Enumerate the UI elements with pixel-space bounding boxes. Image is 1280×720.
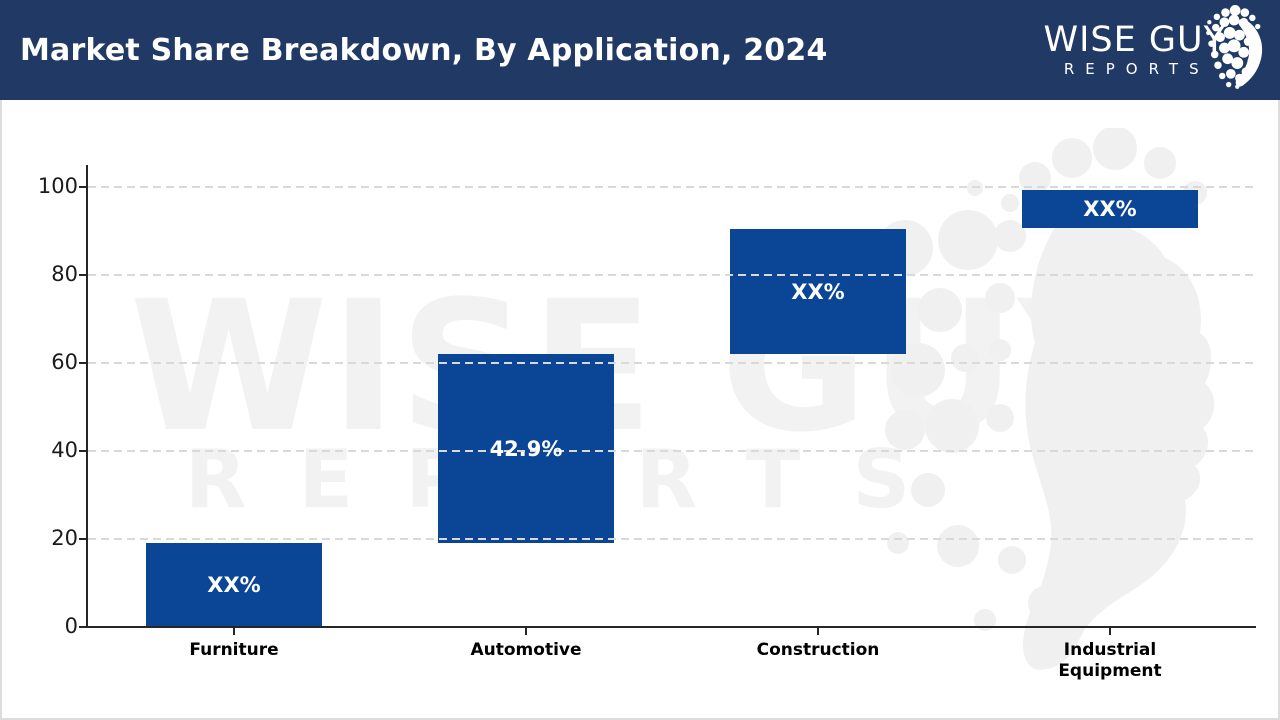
gridline-40 (88, 450, 1256, 452)
bar-industrial-equipment (1022, 189, 1198, 228)
x-category-label-furniture: Furniture (189, 640, 279, 660)
gridline-60 (88, 362, 1256, 364)
y-tick-mark-60 (79, 362, 88, 364)
logo-head-icon (1206, 5, 1263, 89)
y-tick-label-40: 40 (51, 438, 78, 462)
bar-automotive (438, 354, 614, 543)
logo-wordmark: WISE GUY (1043, 20, 1226, 60)
gridline-80 (88, 274, 1256, 276)
y-tick-label-0: 0 (64, 614, 78, 638)
y-tick-label-80: 80 (51, 262, 78, 286)
header-bar: Market Share Breakdown, By Application, … (0, 0, 1280, 100)
bar-construction (730, 229, 906, 355)
x-tick-mark-industrial-equipment (1109, 628, 1111, 635)
logo-subtext: REPORTS (1063, 60, 1210, 78)
watermark-head-graphic (875, 128, 1215, 670)
y-tick-mark-100 (79, 186, 88, 188)
bar-value-label-construction: XX% (791, 279, 845, 304)
x-tick-mark-automotive (525, 628, 527, 635)
x-axis-line (86, 626, 1256, 628)
y-tick-mark-80 (79, 274, 88, 276)
logo-wordmark-block: WISE GUY REPORTS (1043, 23, 1226, 77)
x-tick-mark-furniture (233, 628, 235, 635)
x-category-label-automotive: Automotive (470, 640, 582, 660)
x-category-label-industrial-equipment: Industrial Equipment (1058, 640, 1162, 681)
y-tick-mark-0 (79, 626, 88, 628)
bar-value-label-industrial-equipment: XX% (1083, 196, 1137, 221)
wiseguy-logo: WISE GUY REPORTS (1043, 5, 1266, 91)
y-tick-mark-40 (79, 450, 88, 452)
gridline-100 (88, 186, 1256, 188)
gridline-20 (88, 538, 1256, 540)
bar-value-label-automotive: 42.9% (489, 436, 563, 461)
y-tick-label-20: 20 (51, 526, 78, 550)
x-category-label-construction: Construction (756, 640, 880, 660)
y-tick-mark-20 (79, 538, 88, 540)
chart-title: Market Share Breakdown, By Application, … (20, 32, 828, 68)
y-axis-line (86, 165, 88, 628)
y-tick-label-60: 60 (51, 350, 78, 374)
x-tick-mark-construction (817, 628, 819, 635)
bar-value-label-furniture: XX% (207, 572, 261, 597)
y-tick-label-100: 100 (37, 174, 78, 198)
bar-furniture (146, 542, 322, 627)
